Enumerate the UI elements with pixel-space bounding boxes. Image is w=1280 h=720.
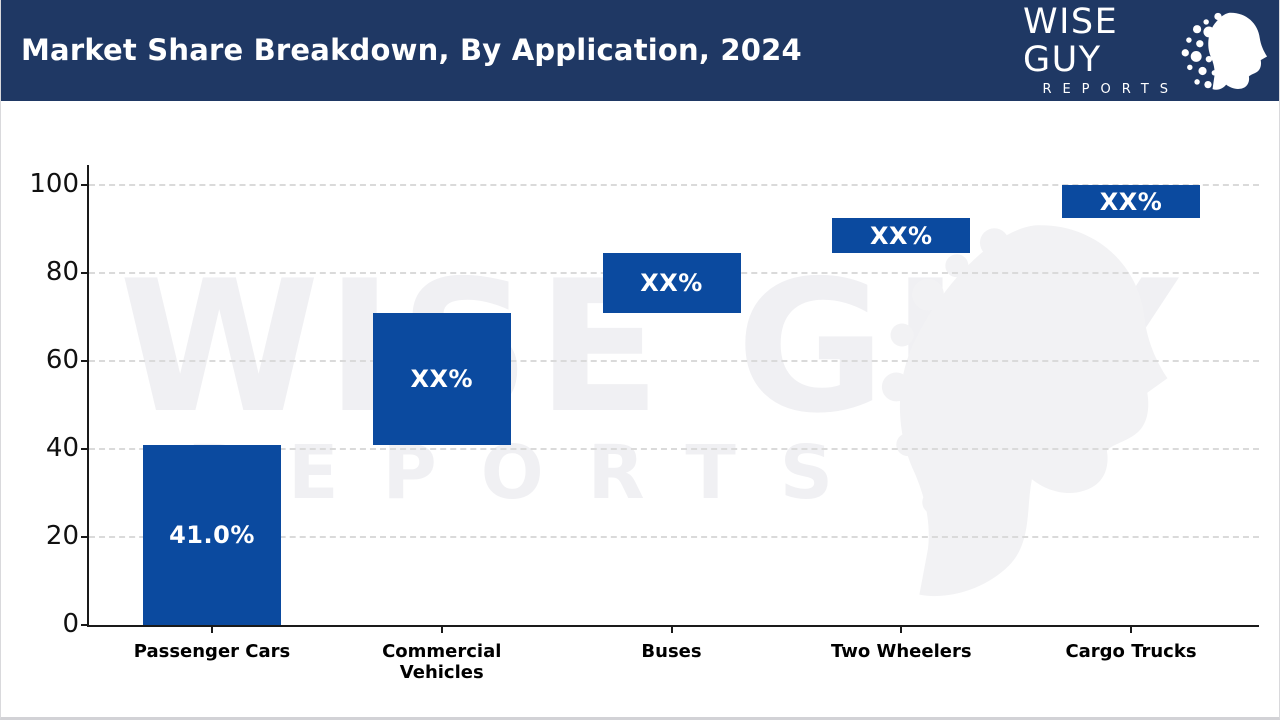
- x-tick-mark: [670, 627, 673, 633]
- y-axis-tick-label: 100: [29, 169, 79, 199]
- y-axis-tick-label: 0: [62, 609, 79, 639]
- market-share-bar: XX%: [372, 312, 511, 445]
- y-axis-tick-label: 20: [45, 521, 79, 551]
- page-title: Market Share Breakdown, By Application, …: [21, 33, 802, 67]
- y-gridline: [89, 536, 1259, 538]
- x-axis-category-label: Passenger Cars: [133, 641, 291, 662]
- y-gridline: [89, 448, 1259, 450]
- market-share-bar: XX%: [1062, 185, 1200, 218]
- y-tick-mark: [81, 448, 89, 450]
- wiseguy-head-icon: [1182, 12, 1268, 90]
- y-tick-mark: [81, 624, 89, 626]
- y-tick-mark: [81, 360, 89, 362]
- y-tick-mark: [81, 536, 89, 538]
- y-axis-line: [87, 165, 89, 627]
- x-tick-mark: [211, 627, 213, 633]
- y-axis-tick-label: 60: [45, 345, 79, 375]
- bar-value-label: XX%: [410, 364, 474, 393]
- bar-value-label: XX%: [640, 268, 703, 297]
- header-band: Market Share Breakdown, By Application, …: [1, 0, 1279, 101]
- market-share-bar: XX%: [602, 253, 741, 313]
- y-axis-tick-label: 40: [45, 433, 79, 463]
- x-tick-mark: [440, 627, 443, 633]
- logo-wordmark: WISE GUY: [1023, 2, 1119, 80]
- y-tick-mark: [81, 272, 89, 274]
- y-gridline: [89, 360, 1259, 362]
- x-axis-category-label: Commercial Vehicles: [382, 641, 502, 683]
- x-tick-mark: [900, 627, 903, 633]
- bar-value-label: 41.0%: [169, 520, 255, 549]
- chart-area: 0 20 40 60 80 100 41.0% Passenger Cars XX% Commer…: [1, 101, 1279, 717]
- logo-subtitle: REPORTS: [1042, 82, 1180, 97]
- x-axis-line: [87, 625, 1259, 627]
- x-tick-mark: [1130, 627, 1132, 633]
- bar-value-label: XX%: [1099, 187, 1163, 216]
- x-axis-category-label: Cargo Trucks: [1065, 641, 1197, 662]
- x-axis-category-label: Buses: [641, 641, 702, 662]
- x-axis-category-label: Two Wheelers: [830, 641, 972, 662]
- wiseguy-logo-text: WISE GUY REPORTS: [1023, 3, 1192, 99]
- bar-value-label: XX%: [869, 221, 933, 250]
- market-share-bar: XX%: [832, 218, 971, 254]
- market-share-bar: 41.0%: [143, 444, 281, 625]
- y-gridline: [89, 184, 1259, 186]
- y-axis-tick-label: 80: [45, 257, 79, 287]
- wiseguy-logo: WISE GUY REPORTS: [1023, 3, 1273, 99]
- y-tick-mark: [81, 184, 89, 186]
